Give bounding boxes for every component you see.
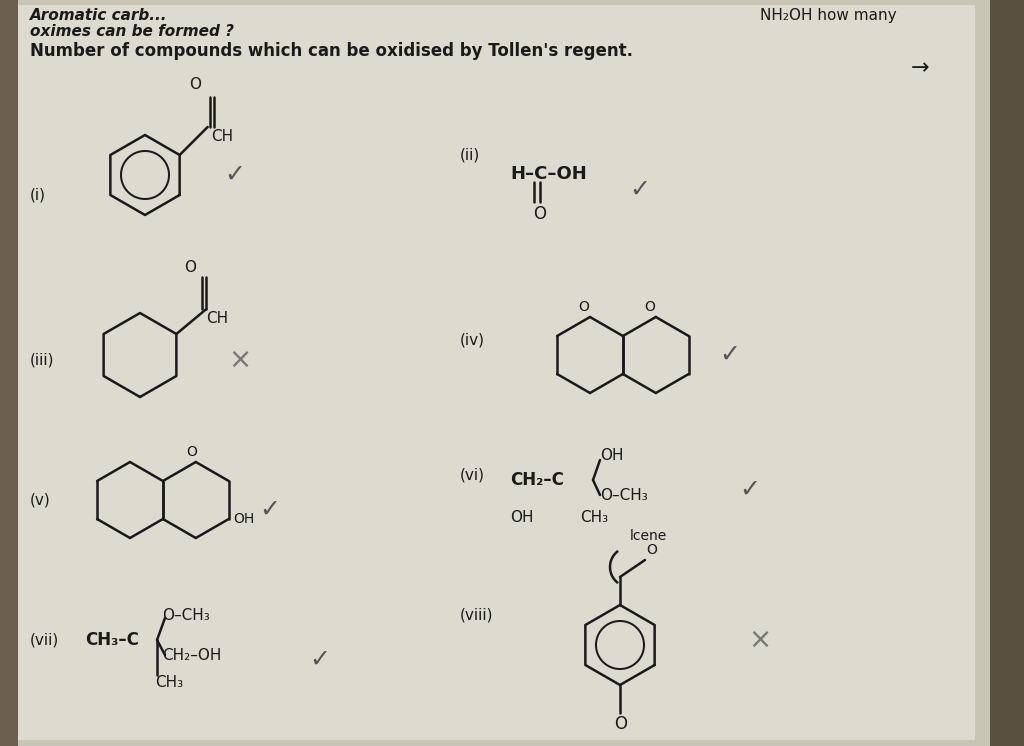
- Text: (vi): (vi): [460, 468, 485, 483]
- FancyBboxPatch shape: [0, 0, 18, 746]
- Text: CH: CH: [207, 311, 228, 326]
- FancyBboxPatch shape: [990, 0, 1024, 746]
- Text: Aromatic carb...: Aromatic carb...: [30, 8, 168, 23]
- Text: O: O: [534, 205, 546, 223]
- Text: ✓: ✓: [739, 478, 761, 502]
- Text: ✓: ✓: [309, 648, 331, 672]
- Text: O–CH₃: O–CH₃: [162, 607, 210, 622]
- Text: NH₂OH how many: NH₂OH how many: [760, 8, 897, 23]
- Text: O: O: [579, 300, 590, 314]
- Text: ✓: ✓: [630, 178, 650, 202]
- Text: OH: OH: [600, 448, 624, 463]
- Text: ×: ×: [749, 626, 772, 654]
- Text: CH₃: CH₃: [580, 510, 608, 525]
- Text: O: O: [644, 300, 655, 314]
- Text: oximes can be formed ?: oximes can be formed ?: [30, 24, 234, 39]
- Text: O: O: [188, 77, 201, 92]
- Text: lcene: lcene: [630, 529, 668, 543]
- Text: ×: ×: [228, 346, 252, 374]
- Text: CH₂–OH: CH₂–OH: [162, 648, 221, 662]
- Text: (v): (v): [30, 492, 51, 507]
- Text: Number of compounds which can be oxidised by Tollen's regent.: Number of compounds which can be oxidise…: [30, 42, 633, 60]
- Text: O: O: [186, 445, 198, 459]
- Text: ✓: ✓: [259, 498, 281, 522]
- Text: (viii): (viii): [460, 607, 494, 622]
- Text: ✓: ✓: [224, 163, 246, 187]
- Text: O: O: [614, 715, 627, 733]
- Text: (vii): (vii): [30, 633, 59, 648]
- Text: CH₃–C: CH₃–C: [85, 631, 139, 649]
- Text: (i): (i): [30, 187, 46, 202]
- Text: O: O: [646, 543, 656, 557]
- FancyBboxPatch shape: [15, 5, 975, 740]
- Text: CH: CH: [211, 129, 232, 144]
- Text: ✓: ✓: [720, 343, 740, 367]
- Text: →: →: [910, 58, 930, 78]
- Text: (iv): (iv): [460, 333, 485, 348]
- Text: H–C–OH: H–C–OH: [510, 165, 587, 183]
- Text: OH: OH: [233, 512, 255, 526]
- Text: O–CH₃: O–CH₃: [600, 487, 648, 503]
- Text: (iii): (iii): [30, 353, 54, 368]
- Text: O: O: [184, 260, 197, 275]
- Text: (ii): (ii): [460, 148, 480, 163]
- Text: CH₃: CH₃: [155, 675, 183, 690]
- Text: OH: OH: [510, 510, 534, 525]
- Text: CH₂–C: CH₂–C: [510, 471, 564, 489]
